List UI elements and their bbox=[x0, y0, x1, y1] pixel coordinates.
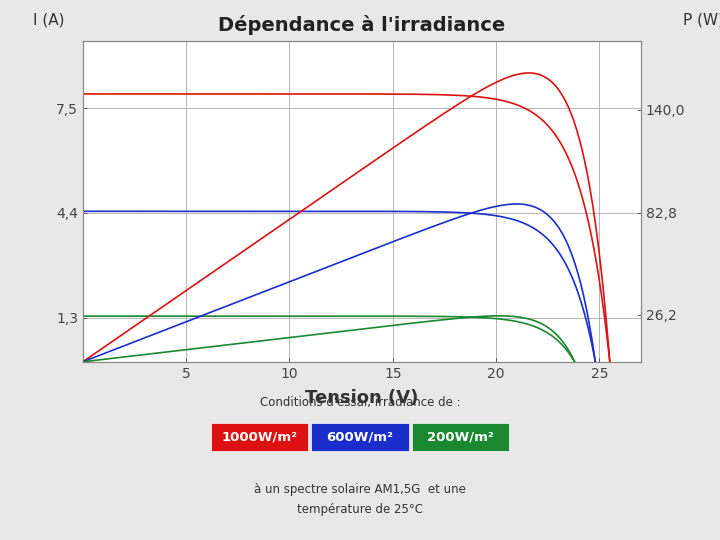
Text: 1000W/m²: 1000W/m² bbox=[221, 430, 297, 443]
Text: 600W/m²: 600W/m² bbox=[327, 430, 393, 443]
Text: P (W): P (W) bbox=[683, 12, 720, 28]
Text: à un spectre solaire AM1,5G  et une
température de 25°C: à un spectre solaire AM1,5G et une tempé… bbox=[254, 483, 466, 516]
Text: Conditions d'essai, irradiance de :: Conditions d'essai, irradiance de : bbox=[260, 396, 460, 409]
Text: 200W/m²: 200W/m² bbox=[428, 430, 494, 443]
X-axis label: Tension (V): Tension (V) bbox=[305, 389, 418, 407]
Text: I (A): I (A) bbox=[32, 12, 64, 28]
Title: Dépendance à l'irradiance: Dépendance à l'irradiance bbox=[218, 15, 505, 35]
